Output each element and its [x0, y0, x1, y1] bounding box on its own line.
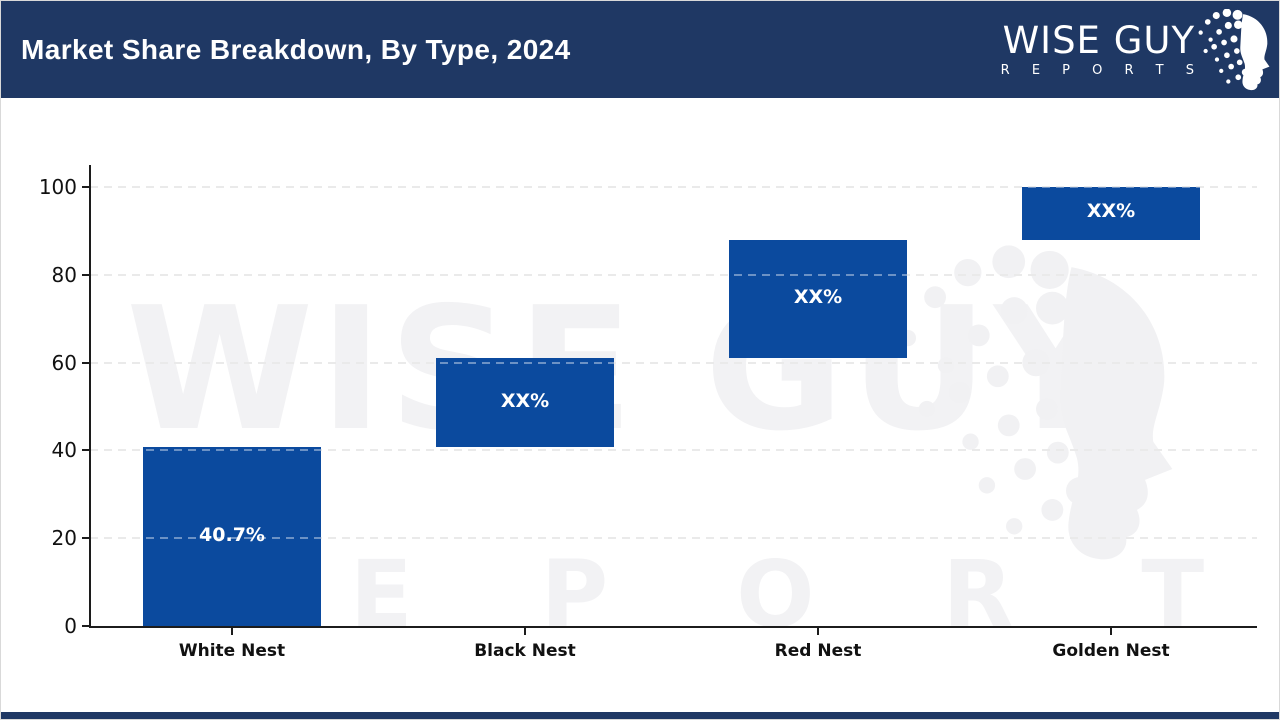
gridline-40 [90, 449, 1257, 452]
x-axis-line [89, 626, 1257, 628]
x-tick-mark-red-nest [817, 628, 819, 635]
bar-label-white-nest: 40.7% [199, 523, 265, 546]
x-axis-label-black-nest: Black Nest [474, 641, 576, 661]
brand-head-icon [1198, 9, 1270, 91]
bar-black-nest [436, 358, 614, 448]
gridline-overlay-20 [90, 537, 1257, 540]
y-tick-label-100: 100 [38, 175, 77, 199]
y-tick-label-80: 80 [51, 262, 77, 287]
bar-white-nest [143, 447, 321, 626]
gridline-overlay-60 [90, 361, 1257, 364]
brand-wordmark: WISE GUY [1002, 19, 1196, 62]
bar-label-red-nest: XX% [793, 285, 843, 308]
gridline-80 [90, 273, 1257, 276]
x-axis-label-golden-nest: Golden Nest [1052, 641, 1170, 661]
bar-golden-nest [1022, 187, 1200, 240]
watermark-reports-letters: R E P O R T S [151, 541, 1279, 648]
x-tick-mark-white-nest [231, 628, 233, 635]
bar-label-golden-nest: XX% [1086, 200, 1136, 223]
y-tick-mark-80 [82, 273, 90, 276]
brand-sub-wordmark: R E P O R T S [1000, 63, 1203, 78]
gridline-60 [90, 361, 1257, 364]
watermark-head-icon [899, 245, 1173, 560]
x-tick-mark-golden-nest [1110, 628, 1112, 635]
brand-logo: WISE GUY R E P O R T S [1001, 5, 1273, 95]
gridline-overlay-40 [90, 449, 1257, 452]
y-tick-mark-0 [82, 625, 90, 627]
brand-logo-text: WISE GUY R E P O R T S [995, 21, 1203, 79]
y-tick-mark-60 [82, 361, 90, 364]
footer-bar [1, 712, 1279, 719]
gridline-overlay-100 [90, 186, 1257, 188]
y-tick-label-20: 20 [51, 526, 77, 551]
gridline-20 [90, 537, 1257, 540]
gridline-100 [90, 186, 1257, 188]
y-tick-mark-20 [82, 537, 90, 540]
x-tick-mark-black-nest [524, 628, 526, 635]
y-tick-label-40: 40 [51, 438, 77, 463]
y-tick-label-60: 60 [51, 350, 77, 375]
gridline-overlay-80 [90, 273, 1257, 276]
bar-label-black-nest: XX% [500, 389, 550, 412]
header-bar: Market Share Breakdown, By Type, 2024 WI… [1, 1, 1279, 98]
y-tick-mark-100 [82, 186, 90, 188]
x-axis-label-red-nest: Red Nest [774, 641, 862, 661]
page-title: Market Share Breakdown, By Type, 2024 [21, 33, 571, 65]
x-axis-label-white-nest: White Nest [178, 641, 286, 661]
bar-red-nest [729, 239, 907, 359]
y-tick-label-0: 0 [64, 614, 77, 638]
y-tick-mark-40 [82, 449, 90, 452]
y-axis-line [89, 165, 91, 628]
